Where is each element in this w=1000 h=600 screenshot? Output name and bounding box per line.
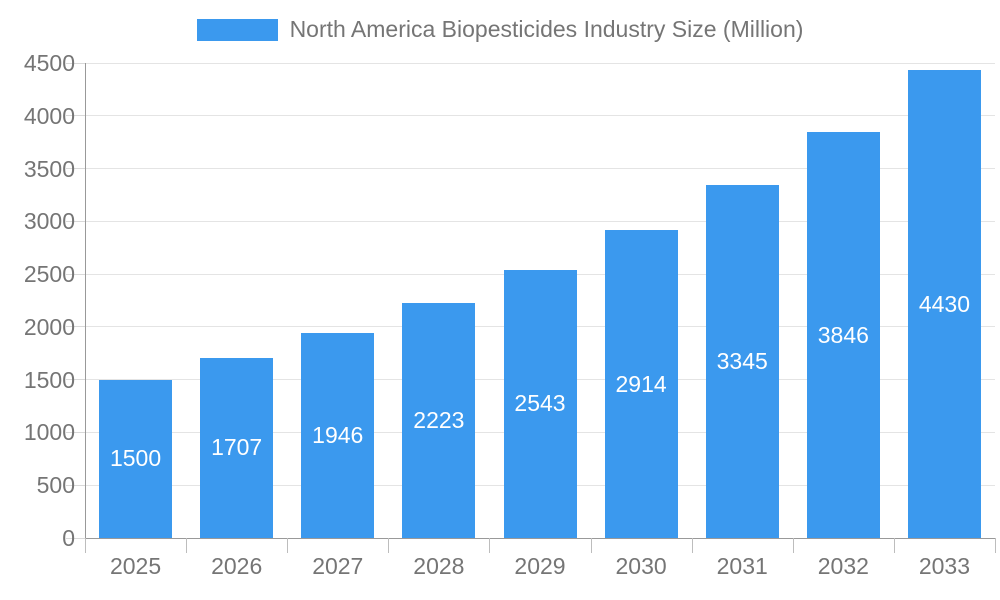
- y-axis-tick: [66, 273, 85, 275]
- x-axis-tick-label: 2033: [918, 553, 971, 579]
- x-axis-tick: [691, 538, 693, 553]
- y-axis-tick: [66, 220, 85, 222]
- bar-value-label: 4430: [918, 290, 971, 317]
- bar-value-label: 2223: [413, 407, 465, 434]
- bar-2030[interactable]: 2914: [604, 230, 678, 538]
- bar-value-label: 1500: [109, 445, 162, 472]
- x-axis-tick: [186, 538, 188, 553]
- y-axis-tick-label: 4500: [23, 50, 75, 76]
- y-axis-tick: [66, 62, 85, 64]
- y-axis-tick: [66, 537, 85, 539]
- x-axis-tick-label: 2030: [615, 553, 667, 579]
- bar-value-label: 1946: [312, 421, 364, 448]
- bar-value-label: 2914: [615, 370, 667, 397]
- x-axis-tick: [287, 538, 289, 553]
- x-axis-line: [85, 537, 995, 539]
- x-axis-tick: [590, 538, 592, 553]
- x-axis-tick-label: 2029: [514, 553, 566, 579]
- x-axis-tick-label: 2026: [211, 553, 263, 579]
- bar-2025[interactable]: 1500: [99, 379, 173, 538]
- x-axis-tick-label: 2031: [716, 553, 768, 579]
- x-axis-tick-label: 2025: [109, 553, 162, 579]
- x-axis-tick: [893, 538, 895, 553]
- x-axis-tick: [792, 538, 794, 553]
- bar-2026[interactable]: 1707: [200, 357, 274, 538]
- y-axis-tick-label: 1500: [23, 366, 75, 393]
- bar-2028[interactable]: 2223: [402, 303, 476, 538]
- bar-2033[interactable]: 4430: [907, 70, 981, 538]
- bar-2029[interactable]: 2543: [503, 269, 577, 538]
- x-axis-tick-label: 2027: [312, 553, 364, 579]
- x-axis-tick-label: 2028: [413, 553, 465, 579]
- y-axis-line: [85, 63, 86, 553]
- y-axis-tick-label: 4000: [23, 102, 75, 129]
- y-axis-tick: [66, 168, 85, 170]
- y-axis-tick-label: 3000: [23, 208, 75, 235]
- bar-value-label: 2543: [514, 390, 566, 417]
- y-axis-tick-label: 3500: [23, 155, 75, 182]
- legend-swatch-icon: [196, 18, 278, 41]
- y-axis-tick-label: 500: [36, 472, 75, 499]
- bar-2031[interactable]: 3345: [705, 184, 779, 538]
- bar-2032[interactable]: 3846: [806, 132, 880, 538]
- x-axis-tick-label: 2032: [817, 553, 869, 579]
- x-axis-tick: [489, 538, 491, 553]
- bar-value-label: 3846: [817, 321, 869, 348]
- gridline: [85, 220, 995, 222]
- y-axis-tick-label: 1000: [23, 419, 75, 446]
- y-axis-tick-label: 2000: [23, 313, 75, 340]
- y-axis-tick-label: 0: [62, 525, 75, 551]
- bar-value-label: 1707: [211, 434, 263, 461]
- legend-item[interactable]: North America Biopesticides Industry Siz…: [196, 16, 804, 43]
- y-axis-tick: [66, 431, 85, 433]
- x-axis-tick: [995, 538, 996, 553]
- y-axis-tick-label: 2500: [23, 261, 75, 288]
- y-axis-tick: [66, 484, 85, 486]
- y-axis-tick: [66, 379, 85, 381]
- x-axis-tick: [85, 538, 86, 553]
- y-axis-tick: [66, 115, 85, 117]
- x-axis-tick: [388, 538, 390, 553]
- y-axis-tick: [66, 326, 85, 328]
- bar-value-label: 3345: [716, 347, 768, 374]
- legend-label: North America Biopesticides Industry Siz…: [289, 16, 804, 42]
- bar-2027[interactable]: 1946: [301, 332, 375, 538]
- gridline: [85, 62, 995, 64]
- legend: North America Biopesticides Industry Siz…: [0, 16, 1000, 43]
- gridline: [85, 168, 995, 170]
- gridline: [85, 115, 995, 117]
